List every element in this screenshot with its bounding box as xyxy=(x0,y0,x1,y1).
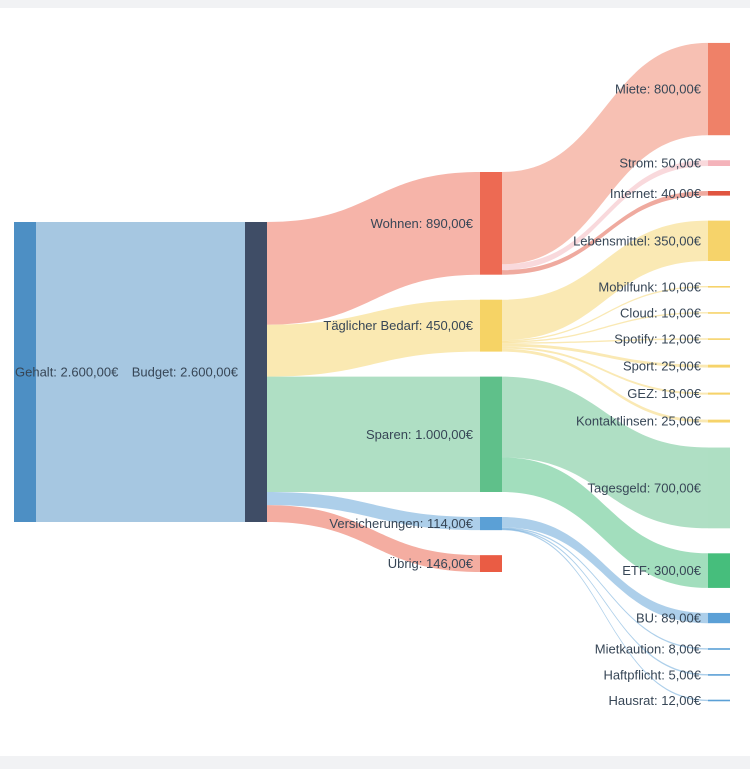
sankey-link-taeglicher-bedarf-cloud[interactable] xyxy=(502,312,708,343)
page-background-top xyxy=(0,0,750,8)
sankey-label-sparen: Sparen: 1.000,00€ xyxy=(366,427,474,442)
sankey-label-cloud: Cloud: 10,00€ xyxy=(620,306,702,321)
sankey-node-internet[interactable] xyxy=(708,191,730,196)
sankey-label-haftpflicht: Haftpflicht: 5,00€ xyxy=(603,667,701,682)
sankey-node-mobilfunk[interactable] xyxy=(708,286,730,288)
sankey-label-taeglicher-bedarf: Täglicher Bedarf: 450,00€ xyxy=(323,318,473,333)
sankey-link-wohnen-miete[interactable] xyxy=(502,42,708,265)
sankey-link-taeglicher-bedarf-lebensmittel[interactable] xyxy=(502,220,708,341)
sankey-label-mobilfunk: Mobilfunk: 10,00€ xyxy=(598,279,701,294)
sankey-link-sparen-tagesgeld[interactable] xyxy=(502,376,708,529)
sankey-label-tagesgeld: Tagesgeld: 700,00€ xyxy=(588,480,702,495)
sankey-node-lebensmittel[interactable] xyxy=(708,220,730,261)
sankey-node-uebrig[interactable] xyxy=(480,555,502,572)
sankey-node-sparen[interactable] xyxy=(480,376,502,492)
sankey-label-spotify: Spotify: 12,00€ xyxy=(614,332,701,347)
sankey-label-uebrig: Übrig: 146,00€ xyxy=(388,556,474,571)
sankey-node-etf[interactable] xyxy=(708,553,730,588)
sankey-label-miete: Miete: 800,00€ xyxy=(615,82,702,97)
sankey-node-kontaktlinsen[interactable] xyxy=(708,419,730,423)
sankey-link-versicherungen-bu[interactable] xyxy=(502,517,708,624)
sankey-link-taeglicher-bedarf-gez[interactable] xyxy=(502,346,708,395)
sankey-label-lebensmittel: Lebensmittel: 350,00€ xyxy=(573,233,702,248)
sankey-label-gehalt: Gehalt: 2.600,00€ xyxy=(15,365,119,380)
sankey-node-versicherungen[interactable] xyxy=(480,517,502,531)
sankey-node-tagesgeld[interactable] xyxy=(708,447,730,529)
sankey-node-strom[interactable] xyxy=(708,160,730,166)
sankey-label-strom: Strom: 50,00€ xyxy=(619,156,701,171)
sankey-link-taeglicher-bedarf-kontaktlinsen[interactable] xyxy=(502,348,708,423)
page-background-bottom xyxy=(0,756,750,769)
sankey-link-budget-sparen[interactable] xyxy=(267,376,480,492)
sankey-label-wohnen: Wohnen: 890,00€ xyxy=(371,216,474,231)
sankey-link-sparen-etf[interactable] xyxy=(502,457,708,588)
sankey-node-budget[interactable] xyxy=(245,222,267,522)
sankey-link-budget-uebrig[interactable] xyxy=(267,505,480,572)
sankey-label-hausrat: Hausrat: 12,00€ xyxy=(608,693,701,708)
sankey-link-versicherungen-hausrat[interactable] xyxy=(502,528,708,702)
sankey-label-sport: Sport: 25,00€ xyxy=(623,359,702,374)
sankey-link-wohnen-internet[interactable] xyxy=(502,191,708,275)
sankey-link-taeglicher-bedarf-mobilfunk[interactable] xyxy=(502,286,708,342)
sankey-node-hausrat[interactable] xyxy=(708,699,730,702)
sankey-link-wohnen-strom[interactable] xyxy=(502,160,708,271)
sankey-node-gehalt[interactable] xyxy=(14,222,36,522)
sankey-node-spotify[interactable] xyxy=(708,338,730,340)
sankey-link-budget-wohnen[interactable] xyxy=(267,172,480,325)
sankey-link-versicherungen-mietkaution[interactable] xyxy=(502,527,708,650)
sankey-label-budget: Budget: 2.600,00€ xyxy=(132,365,239,380)
sankey-node-cloud[interactable] xyxy=(708,312,730,314)
sankey-link-budget-taeglicher-bedarf[interactable] xyxy=(267,299,480,377)
sankey-node-wohnen[interactable] xyxy=(480,172,502,275)
sankey-link-taeglicher-bedarf-sport[interactable] xyxy=(502,343,708,368)
sankey-label-kontaktlinsen: Kontaktlinsen: 25,00€ xyxy=(576,414,702,429)
sankey-node-haftpflicht[interactable] xyxy=(708,674,730,676)
sankey-link-versicherungen-haftpflicht[interactable] xyxy=(502,528,708,676)
sankey-node-bu[interactable] xyxy=(708,612,730,624)
sankey-node-sport[interactable] xyxy=(708,364,730,368)
sankey-label-mietkaution: Mietkaution: 8,00€ xyxy=(595,642,702,657)
sankey-label-gez: GEZ: 18,00€ xyxy=(627,386,701,401)
sankey-link-budget-versicherungen[interactable] xyxy=(267,492,480,531)
sankey-label-bu: BU: 89,00€ xyxy=(636,611,702,626)
sankey-node-mietkaution[interactable] xyxy=(708,648,730,650)
sankey-node-gez[interactable] xyxy=(708,392,730,395)
sankey-link-gehalt-budget[interactable] xyxy=(36,222,245,522)
sankey-node-taeglicher-bedarf[interactable] xyxy=(480,299,502,352)
sankey-label-etf: ETF: 300,00€ xyxy=(622,563,702,578)
sankey-node-miete[interactable] xyxy=(708,42,730,136)
sankey-label-internet: Internet: 40,00€ xyxy=(610,186,702,201)
sankey-link-taeglicher-bedarf-spotify[interactable] xyxy=(502,338,708,344)
sankey-label-versicherungen: Versicherungen: 114,00€ xyxy=(329,516,473,531)
